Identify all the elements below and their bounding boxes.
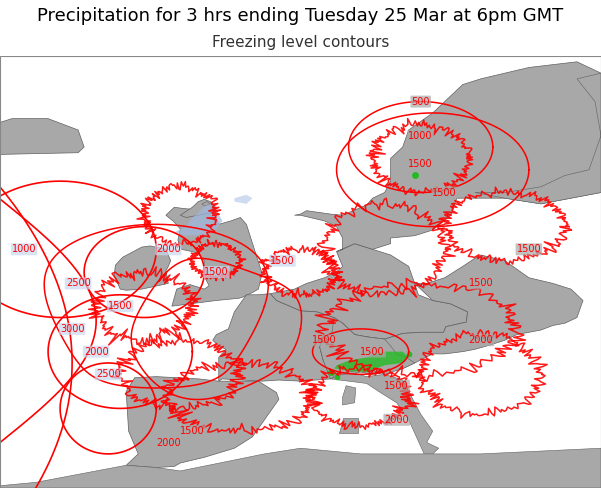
Polygon shape [343,386,356,405]
Polygon shape [126,377,279,468]
Text: 1500: 1500 [433,187,457,198]
Text: 3000: 3000 [60,324,84,334]
Polygon shape [234,195,252,204]
Text: 1500: 1500 [361,346,385,357]
Text: Precipitation for 3 hrs ending Tuesday 25 Mar at 6pm GMT: Precipitation for 3 hrs ending Tuesday 2… [37,7,564,25]
Text: 2500: 2500 [96,369,121,379]
Text: 1500: 1500 [108,301,132,311]
Text: 1500: 1500 [385,381,409,391]
Text: 1500: 1500 [409,159,433,169]
Polygon shape [331,373,439,460]
Polygon shape [320,255,583,379]
Text: 1500: 1500 [517,244,541,254]
Text: 1500: 1500 [313,335,337,345]
Polygon shape [114,246,171,290]
Text: 1500: 1500 [180,426,204,436]
Polygon shape [202,202,210,206]
Polygon shape [180,199,216,218]
Polygon shape [0,448,601,488]
Polygon shape [270,244,468,339]
Text: 1500: 1500 [204,267,228,277]
Polygon shape [294,62,601,252]
Polygon shape [213,294,337,381]
Text: 2000: 2000 [469,335,493,345]
Polygon shape [475,73,601,204]
Polygon shape [334,352,409,372]
Polygon shape [0,119,84,155]
Text: 2000: 2000 [385,415,409,425]
Text: 2000: 2000 [84,346,108,357]
Polygon shape [320,318,415,379]
Polygon shape [166,207,262,306]
Text: 2500: 2500 [66,279,91,288]
Text: 2000: 2000 [156,438,180,447]
Text: 1000: 1000 [12,244,36,254]
Text: Freezing level contours: Freezing level contours [212,35,389,50]
Text: 500: 500 [412,97,430,106]
Text: 1000: 1000 [409,131,433,141]
Text: 2000: 2000 [156,244,180,254]
Polygon shape [174,204,222,236]
Text: 1500: 1500 [270,256,294,265]
Text: 1500: 1500 [469,279,493,288]
Polygon shape [339,418,358,433]
